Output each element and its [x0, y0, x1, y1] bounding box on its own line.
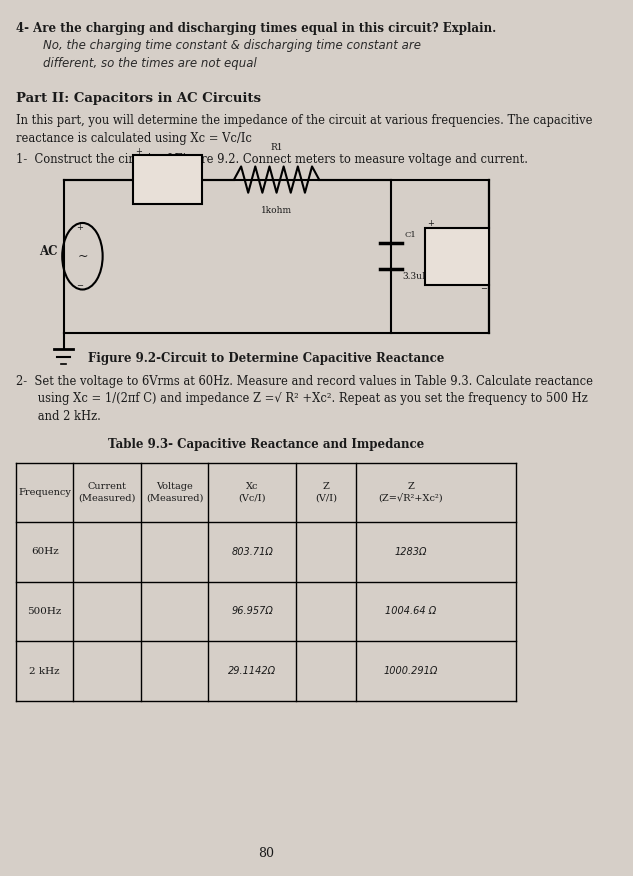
Text: ~: ~: [77, 250, 88, 263]
Text: Z
(Z=√R²+Xc²): Z (Z=√R²+Xc²): [379, 482, 443, 503]
Text: 2 kHz: 2 kHz: [29, 667, 60, 675]
Text: 80: 80: [258, 847, 274, 860]
Text: Table 9.3- Capacitive Reactance and Impedance: Table 9.3- Capacitive Reactance and Impe…: [108, 438, 424, 451]
Text: Current
(Measured): Current (Measured): [78, 483, 136, 502]
Text: mA: mA: [158, 175, 177, 184]
Text: and 2 kHz.: and 2 kHz.: [16, 410, 101, 423]
Text: 803.71Ω: 803.71Ω: [231, 547, 273, 557]
Text: Part II: Capacitors in AC Circuits: Part II: Capacitors in AC Circuits: [16, 92, 261, 105]
Text: different, so the times are not equal: different, so the times are not equal: [42, 57, 256, 70]
Text: R1: R1: [270, 143, 283, 152]
Text: Z
(V/I): Z (V/I): [315, 483, 337, 502]
Text: 29.1142Ω: 29.1142Ω: [228, 666, 276, 676]
Text: 2-  Set the voltage to 6Vrms at 60Hz. Measure and record values in Table 9.3. Ca: 2- Set the voltage to 6Vrms at 60Hz. Mea…: [16, 375, 593, 388]
Text: 1-  Construct the circuit of Figure 9.2. Connect meters to measure voltage and c: 1- Construct the circuit of Figure 9.2. …: [16, 153, 528, 166]
Text: using Xc = 1/(2πf C) and impedance Z =√ R² +Xc². Repeat as you set the frequency: using Xc = 1/(2πf C) and impedance Z =√ …: [16, 392, 587, 406]
Text: 500Hz: 500Hz: [27, 607, 62, 616]
Text: In this part, you will determine the impedance of the circuit at various frequen: In this part, you will determine the imp…: [16, 114, 592, 145]
Text: 1kohm: 1kohm: [261, 206, 292, 215]
Text: +: +: [135, 146, 142, 156]
Text: −: −: [77, 280, 84, 290]
Text: 1004.64 Ω: 1004.64 Ω: [385, 606, 437, 617]
Text: 4- Are the charging and discharging times equal in this circuit? Explain.: 4- Are the charging and discharging time…: [16, 22, 496, 35]
Text: 1000.291Ω: 1000.291Ω: [384, 666, 438, 676]
FancyBboxPatch shape: [133, 155, 202, 204]
Text: AC: AC: [39, 245, 57, 258]
Text: Figure 9.2-Circuit to Determine Capacitive Reactance: Figure 9.2-Circuit to Determine Capaciti…: [88, 352, 444, 365]
Text: 3.3uF: 3.3uF: [403, 272, 429, 281]
Text: Frequency: Frequency: [18, 488, 71, 497]
Text: 1283Ω: 1283Ω: [394, 547, 427, 557]
Text: +: +: [77, 223, 83, 232]
Text: V: V: [453, 250, 462, 263]
Text: C1: C1: [404, 230, 416, 238]
Text: 60Hz: 60Hz: [31, 548, 59, 556]
Text: No, the charging time constant & discharging time constant are: No, the charging time constant & dischar…: [42, 39, 420, 53]
Text: Voltage
(Measured): Voltage (Measured): [146, 483, 203, 502]
FancyBboxPatch shape: [425, 228, 489, 285]
Text: +: +: [427, 219, 434, 228]
Text: 96.957Ω: 96.957Ω: [231, 606, 273, 617]
Text: −: −: [480, 285, 487, 293]
Text: Xc
(Vc/I): Xc (Vc/I): [239, 483, 266, 502]
